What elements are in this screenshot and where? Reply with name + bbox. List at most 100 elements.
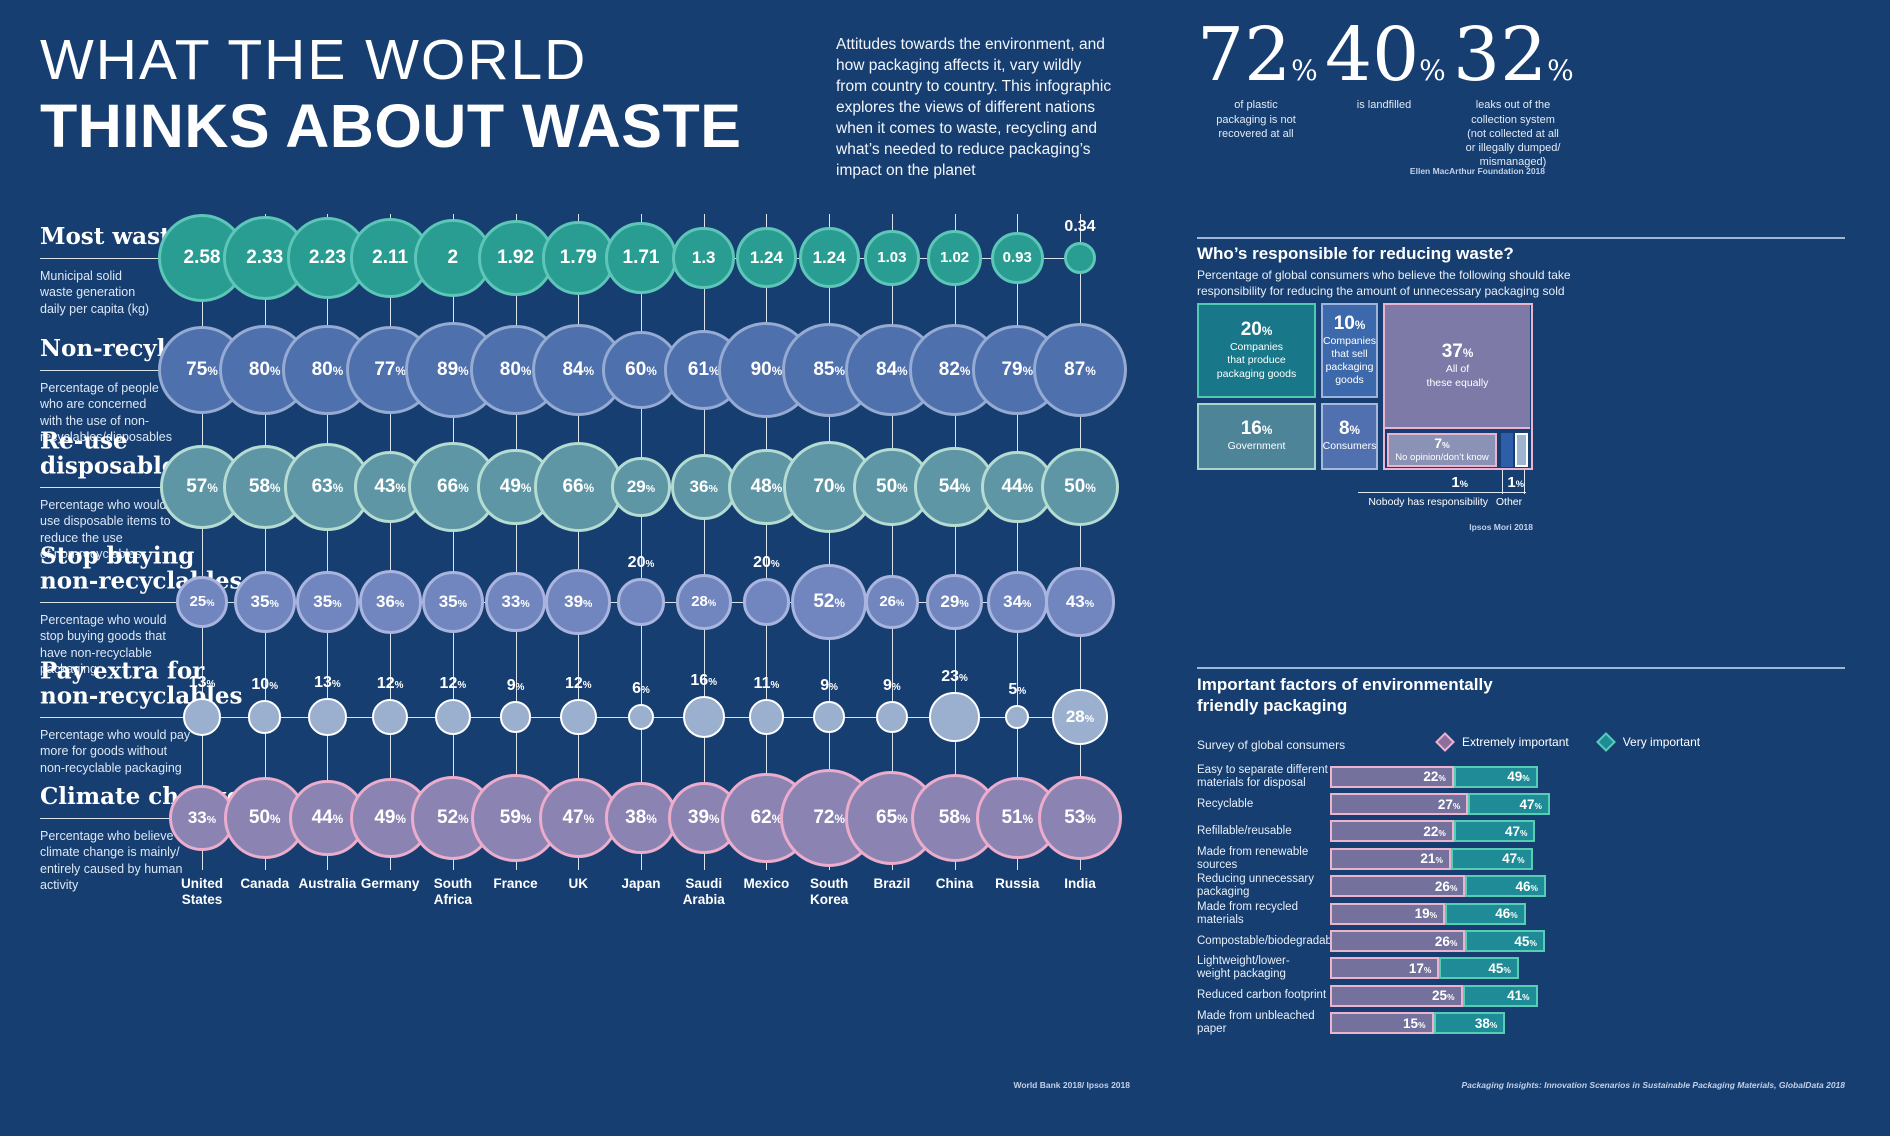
percent-sign: %	[395, 812, 406, 826]
value-text: 84	[562, 358, 584, 380]
column-line-4	[452, 214, 454, 870]
percent-sign: %	[645, 559, 655, 571]
factor-value-very-7: 45%	[1488, 961, 1510, 976]
stat-unit: %	[1547, 54, 1574, 87]
bubble-value-most_waste-6: 1.79	[560, 247, 597, 269]
factor-bar-very-9: 38%	[1433, 1012, 1506, 1035]
bubble-value-reuse_disposables-14: 50%	[1064, 476, 1096, 498]
value-text: 49	[499, 475, 521, 497]
callout-connector-nobody	[1502, 470, 1503, 494]
bubble-value-stop_buying-8: 28%	[691, 593, 716, 610]
column-line-12	[954, 214, 956, 870]
country-label-14: India	[1064, 876, 1096, 891]
row-description-pay_extra: Percentage who would pay more for goods …	[40, 728, 191, 775]
percent-sign: %	[771, 812, 783, 826]
callout-unit: %	[1459, 479, 1468, 489]
factor-row-8: Reduced carbon footprint 25% 41%	[1197, 982, 1845, 1009]
value-text: 15	[1403, 1015, 1419, 1031]
factor-label-6: Compostable/biodegradable	[1197, 934, 1341, 947]
percent-sign: %	[1261, 424, 1273, 438]
percent-sign: %	[583, 364, 595, 378]
percent-sign: %	[1520, 827, 1528, 838]
factor-bar-very-0: 49%	[1453, 765, 1538, 788]
bubble-value-reuse_disposables-9: 48%	[751, 476, 783, 498]
factor-value-very-4: 46%	[1516, 879, 1538, 894]
stat-value: 40%	[1325, 18, 1446, 92]
callout-number: 1	[1507, 474, 1516, 491]
bubble-most_waste-7: 1.71	[605, 222, 677, 294]
key-stats: 72% of plastic packaging is not recovere…	[1197, 18, 1574, 170]
value-text: 58	[938, 806, 960, 828]
bubble-pay_extra-1	[247, 700, 282, 734]
country-label-11: Brazil	[873, 876, 911, 891]
column-line-2	[327, 214, 329, 870]
bubble-value-most_waste-2: 2.23	[309, 247, 346, 269]
column-line-3	[390, 214, 392, 870]
factor-value-extremely-1: 27%	[1438, 797, 1460, 812]
bubble-non_recyclables-14: 87%	[1032, 322, 1128, 418]
factor-value-extremely-6: 26%	[1435, 934, 1457, 949]
value-text: 45	[1514, 933, 1530, 949]
percent-sign: %	[707, 598, 717, 609]
factor-bar-8: 25% 41%	[1330, 984, 1538, 1007]
value-text: 21	[1420, 851, 1436, 867]
value-text: 2.58	[183, 247, 221, 268]
bubble-value-reuse_disposables-5: 49%	[500, 476, 532, 498]
percent-sign: %	[770, 559, 780, 571]
percent-sign: %	[834, 597, 845, 610]
page-title-line2: THINKS ABOUT WASTE	[40, 92, 742, 161]
bubble-most_waste-13: 0.93	[990, 231, 1044, 285]
value-text: 12	[439, 674, 458, 692]
percent-sign: %	[458, 481, 469, 495]
bubble-label-pay_extra-9: 11%	[754, 675, 780, 693]
bubble-reuse_disposables-7: 29%	[611, 457, 671, 517]
percent-sign: %	[270, 364, 281, 378]
factor-label-1: Recyclable	[1197, 797, 1254, 810]
value-text: 2.11	[372, 246, 409, 268]
bubble-label-stop_buying-9: 20%	[753, 554, 780, 572]
treemap-equally-value: 37%	[1442, 342, 1474, 361]
percent-sign: %	[897, 812, 908, 826]
factor-bar-7: 17% 45%	[1330, 957, 1519, 980]
value-text: 26	[1434, 878, 1450, 894]
value-text: 46	[1495, 906, 1511, 922]
bubble-pay_extra-8	[682, 695, 725, 739]
source-ellen-macarthur: Ellen MacArthur Foundation 2018	[1409, 166, 1545, 176]
value-text: 54	[938, 475, 960, 497]
treemap-equally-group: 37% All of these equally 7% No opinion/don’…	[1383, 303, 1533, 470]
treemap-nobody	[1501, 433, 1513, 467]
bubble-value-most_waste-0: 2.58	[184, 247, 221, 269]
value-text: 28	[1065, 707, 1085, 726]
percent-sign: %	[834, 364, 845, 378]
diamond-icon	[1595, 732, 1616, 752]
value-text: 7	[1434, 435, 1443, 452]
bubble-value-most_waste-11: 1.03	[877, 249, 906, 266]
value-text: 19	[1414, 906, 1430, 922]
factor-bar-very-8: 41%	[1462, 984, 1538, 1007]
country-label-2: Australia	[298, 876, 357, 891]
bubble-value-stop_buying-12: 29%	[940, 592, 968, 612]
percent-sign: %	[520, 481, 532, 495]
percent-sign: %	[520, 364, 532, 378]
bubble-value-most_waste-13: 0.93	[1003, 249, 1032, 266]
value-text: 10	[251, 676, 270, 694]
treemap-equally: 37% All of these equally	[1385, 305, 1530, 429]
bubble-value-reuse_disposables-0: 57%	[186, 476, 218, 498]
percent-sign: %	[646, 812, 657, 826]
percent-sign: %	[395, 481, 406, 495]
callout-rule	[1358, 492, 1502, 493]
value-text: 1.79	[559, 246, 597, 268]
bubble-most_waste-12: 1.02	[926, 230, 983, 286]
bubble-value-pay_extra-14: 28%	[1066, 707, 1094, 727]
value-text: 80	[499, 358, 521, 380]
value-text: 33	[187, 807, 207, 827]
value-text: 63	[311, 475, 333, 497]
percent-sign: %	[959, 364, 971, 378]
bubble-value-climate_change-10: 72%	[813, 807, 845, 829]
bubble-label-pay_extra-6: 12%	[565, 675, 592, 693]
callout-other-label: Other	[1495, 496, 1523, 508]
bubble-value-most_waste-3: 2.11	[372, 247, 408, 269]
percent-sign: %	[1354, 318, 1366, 332]
value-text: 25	[1432, 988, 1448, 1004]
value-text: 47	[1502, 851, 1518, 867]
